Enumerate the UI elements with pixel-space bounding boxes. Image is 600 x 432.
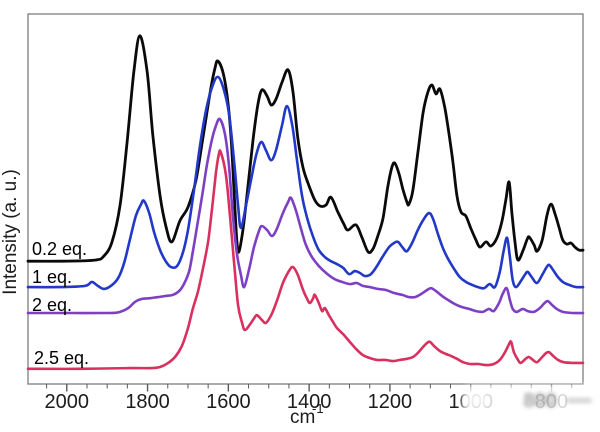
x-tick-label: 1200: [368, 391, 413, 413]
x-tick-label: 1600: [206, 391, 251, 413]
series-label-2-eq: 2 eq.: [32, 295, 72, 315]
spectra-curves: [26, 34, 585, 371]
series-labels: 0.2 eq. 1 eq. 2 eq. 2.5 eq.: [32, 239, 89, 368]
watermark-ghost-text: 800: [523, 390, 556, 412]
y-axis-title: Intensity (a. u.): [0, 169, 21, 295]
spectrum-curve-0-2-eq: [26, 34, 585, 263]
spectrum-curve-2-5-eq: [26, 149, 585, 371]
spectrum-curve-1-eq: [26, 75, 585, 291]
series-label-2-5-eq: 2.5 eq.: [34, 348, 89, 368]
x-tick-label: 1400: [287, 391, 332, 413]
axis-titles: Intensity (a. u.) cm-1: [0, 169, 324, 428]
x-axis-title-superscript: -1: [312, 401, 324, 416]
x-axis-title: cm: [290, 407, 315, 428]
plot-border-rect: [27, 13, 584, 385]
watermark-ghost-tail: [566, 398, 592, 403]
watermark-blob-inner: [466, 394, 488, 406]
watermark-blur-smudge: 800: [462, 385, 600, 416]
spectrum-curve-2-eq: [26, 117, 585, 315]
plot-border: [27, 13, 584, 385]
watermark-white-blob: [462, 385, 600, 416]
series-label-1-eq: 1 eq.: [32, 267, 72, 287]
x-tick-label: 1800: [125, 391, 170, 413]
series-label-0-2-eq: 0.2 eq.: [32, 239, 87, 259]
x-tick-label: 2000: [45, 391, 90, 413]
